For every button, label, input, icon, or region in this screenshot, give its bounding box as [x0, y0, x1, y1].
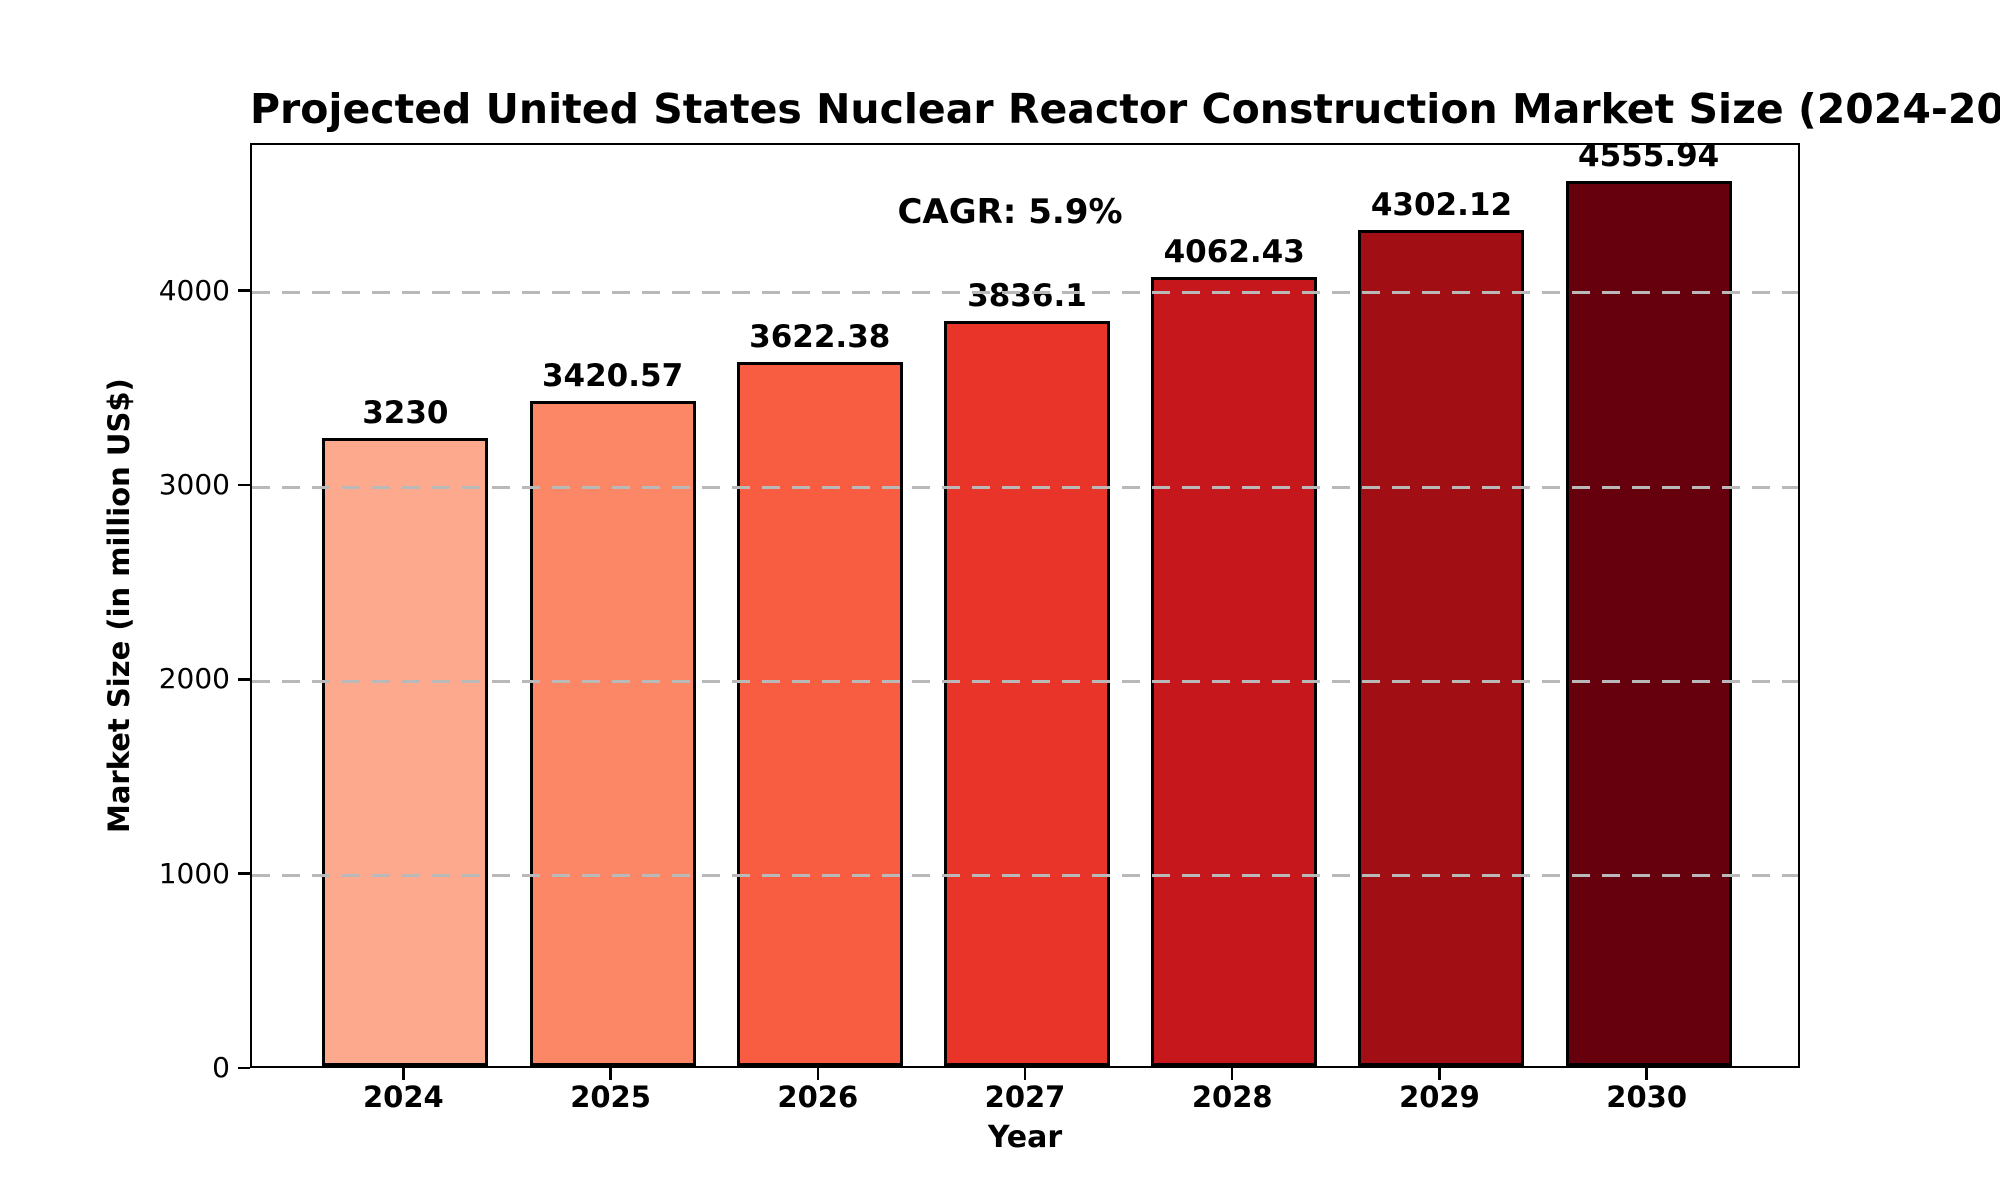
bar-value-label-2027: 3836.1 — [967, 277, 1087, 314]
plot-area: 3230 3420.57 3622.38 3836.1 4062.43 4302.12 45… — [250, 139, 1800, 1068]
bar-value-label-2025: 3420.57 — [541, 358, 684, 395]
x-axis-label: Year — [987, 1120, 1063, 1155]
y-tick-mark-1000 — [238, 872, 250, 875]
y-tick-mark-0 — [238, 1066, 250, 1070]
x-tick-mark-2028 — [1230, 1068, 1234, 1080]
bar-2028 — [1151, 276, 1318, 1066]
y-tick-mark-2000 — [238, 678, 250, 681]
bar-2024 — [322, 438, 489, 1066]
y-tick-label-2000: 2000 — [158, 662, 230, 696]
bar-2025 — [529, 401, 696, 1066]
x-tick-mark-2024 — [402, 1068, 405, 1080]
x-tick-mark-2025 — [609, 1068, 612, 1080]
y-tick-mark-4000 — [238, 289, 250, 292]
x-tick-label-2029: 2029 — [1399, 1080, 1480, 1114]
x-tick-label-2024: 2024 — [362, 1080, 444, 1114]
bar-2030 — [1565, 180, 1732, 1066]
bar-value-label-2029: 4302.12 — [1370, 186, 1513, 223]
bar-value-label-2026: 3622.38 — [749, 319, 891, 356]
x-tick-label-2027: 2027 — [984, 1080, 1066, 1114]
x-tick-mark-2029 — [1438, 1068, 1441, 1080]
x-tick-label-2026: 2026 — [777, 1080, 859, 1114]
bar-2026 — [736, 362, 903, 1066]
chart-title: Projected United States Nuclear Reactor … — [250, 85, 2000, 133]
y-tick-label-1000: 1000 — [158, 856, 230, 890]
x-tick-mark-2030 — [1645, 1068, 1648, 1080]
y-tick-label-3000: 3000 — [158, 468, 230, 502]
y-tick-label-0: 0 — [212, 1051, 230, 1084]
bar-value-label-2028: 4062.43 — [1163, 233, 1305, 270]
x-tick-label-2025: 2025 — [570, 1080, 651, 1114]
x-tick-mark-2027 — [1023, 1068, 1027, 1080]
x-tick-label-2028: 2028 — [1191, 1080, 1273, 1114]
bar-value-label-2030: 4555.94 — [1578, 137, 1720, 174]
bar-value-label-2024: 3230 — [362, 395, 449, 432]
y-tick-mark-3000 — [238, 483, 250, 487]
cagr-annotation: CAGR: 5.9% — [897, 192, 1123, 232]
y-tick-label-4000: 4000 — [158, 273, 230, 307]
x-tick-label-2030: 2030 — [1606, 1080, 1688, 1114]
bar-2027 — [944, 320, 1110, 1066]
bar-2029 — [1358, 229, 1525, 1066]
x-tick-mark-2026 — [816, 1068, 820, 1080]
